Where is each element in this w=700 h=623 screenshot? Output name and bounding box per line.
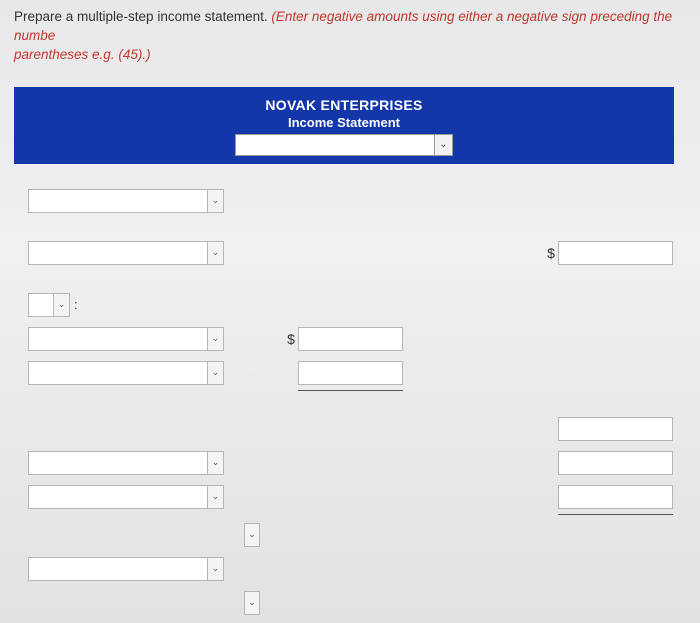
table-row: ⌄ $ xyxy=(14,322,674,356)
line-item-select[interactable]: ⌄ xyxy=(28,241,224,265)
line-label-input[interactable] xyxy=(28,485,208,509)
table-row: ⌄ $ xyxy=(14,236,674,270)
table-row: ⌄ xyxy=(14,184,674,218)
chevron-down-icon[interactable]: ⌄ xyxy=(208,327,224,351)
line-label-input[interactable] xyxy=(28,361,208,385)
chevron-down-icon[interactable]: ⌄ xyxy=(208,189,224,213)
amount-input[interactable] xyxy=(298,327,403,351)
colon-label: : xyxy=(74,297,78,312)
instruction-red-2: parentheses e.g. (45).) xyxy=(14,47,151,62)
line-label-input[interactable] xyxy=(28,327,208,351)
period-input[interactable] xyxy=(235,134,435,156)
dollar-sign: $ xyxy=(284,331,298,347)
company-name: NOVAK ENTERPRISES xyxy=(14,97,674,113)
statement-title: Income Statement xyxy=(14,115,674,130)
table-row: ⌄ xyxy=(14,446,674,480)
table-row: ⌄ xyxy=(14,480,674,514)
subtotal-rule xyxy=(558,514,673,515)
amount-input[interactable] xyxy=(558,417,673,441)
table-row: ⌄ xyxy=(14,518,674,552)
line-item-select[interactable]: ⌄ xyxy=(28,557,224,581)
small-label-input[interactable] xyxy=(28,293,54,317)
line-item-select[interactable]: ⌄ xyxy=(244,591,260,615)
table-row: ⌄ xyxy=(14,356,674,390)
amount-cell: $ xyxy=(544,241,673,265)
chevron-down-icon[interactable]: ⌄ xyxy=(208,485,224,509)
amount-input[interactable] xyxy=(558,451,673,475)
amount-input[interactable] xyxy=(558,485,673,509)
amount-input[interactable] xyxy=(298,361,403,385)
subtotal-rule xyxy=(298,390,403,391)
line-label-input[interactable] xyxy=(28,189,208,213)
amount-cell xyxy=(284,361,403,385)
chevron-down-icon[interactable]: ⌄ xyxy=(54,293,70,317)
chevron-down-icon[interactable]: ⌄ xyxy=(208,557,224,581)
period-selector[interactable]: ⌄ xyxy=(235,134,453,156)
amount-input[interactable] xyxy=(558,241,673,265)
worksheet-area: ⌄ ⌄ $ ⌄ : ⌄ $ xyxy=(14,164,674,620)
table-row xyxy=(14,412,674,446)
chevron-down-icon[interactable]: ⌄ xyxy=(244,523,260,547)
line-item-select[interactable]: ⌄ xyxy=(28,189,224,213)
line-item-select[interactable]: ⌄ xyxy=(28,361,224,385)
line-item-select[interactable]: ⌄ xyxy=(28,451,224,475)
amount-cell xyxy=(544,485,673,509)
table-row: ⌄ xyxy=(14,586,674,620)
chevron-down-icon[interactable]: ⌄ xyxy=(208,451,224,475)
amount-cell xyxy=(544,417,673,441)
instruction-plain: Prepare a multiple-step income statement… xyxy=(14,9,271,24)
instruction-text: Prepare a multiple-step income statement… xyxy=(14,8,700,65)
section-heading-select[interactable]: ⌄ xyxy=(28,293,70,317)
chevron-down-icon[interactable]: ⌄ xyxy=(435,134,453,156)
table-row: ⌄ xyxy=(14,552,674,586)
amount-cell xyxy=(544,451,673,475)
line-label-input[interactable] xyxy=(28,451,208,475)
line-item-select[interactable]: ⌄ xyxy=(244,523,260,547)
line-label-input[interactable] xyxy=(28,557,208,581)
amount-cell: $ xyxy=(284,327,403,351)
chevron-down-icon[interactable]: ⌄ xyxy=(208,241,224,265)
dollar-sign: $ xyxy=(544,245,558,261)
line-item-select[interactable]: ⌄ xyxy=(28,485,224,509)
chevron-down-icon[interactable]: ⌄ xyxy=(208,361,224,385)
line-item-select[interactable]: ⌄ xyxy=(28,327,224,351)
statement-header: NOVAK ENTERPRISES Income Statement ⌄ xyxy=(14,87,674,164)
chevron-down-icon[interactable]: ⌄ xyxy=(244,591,260,615)
table-row: ⌄ : xyxy=(14,288,674,322)
line-label-input[interactable] xyxy=(28,241,208,265)
